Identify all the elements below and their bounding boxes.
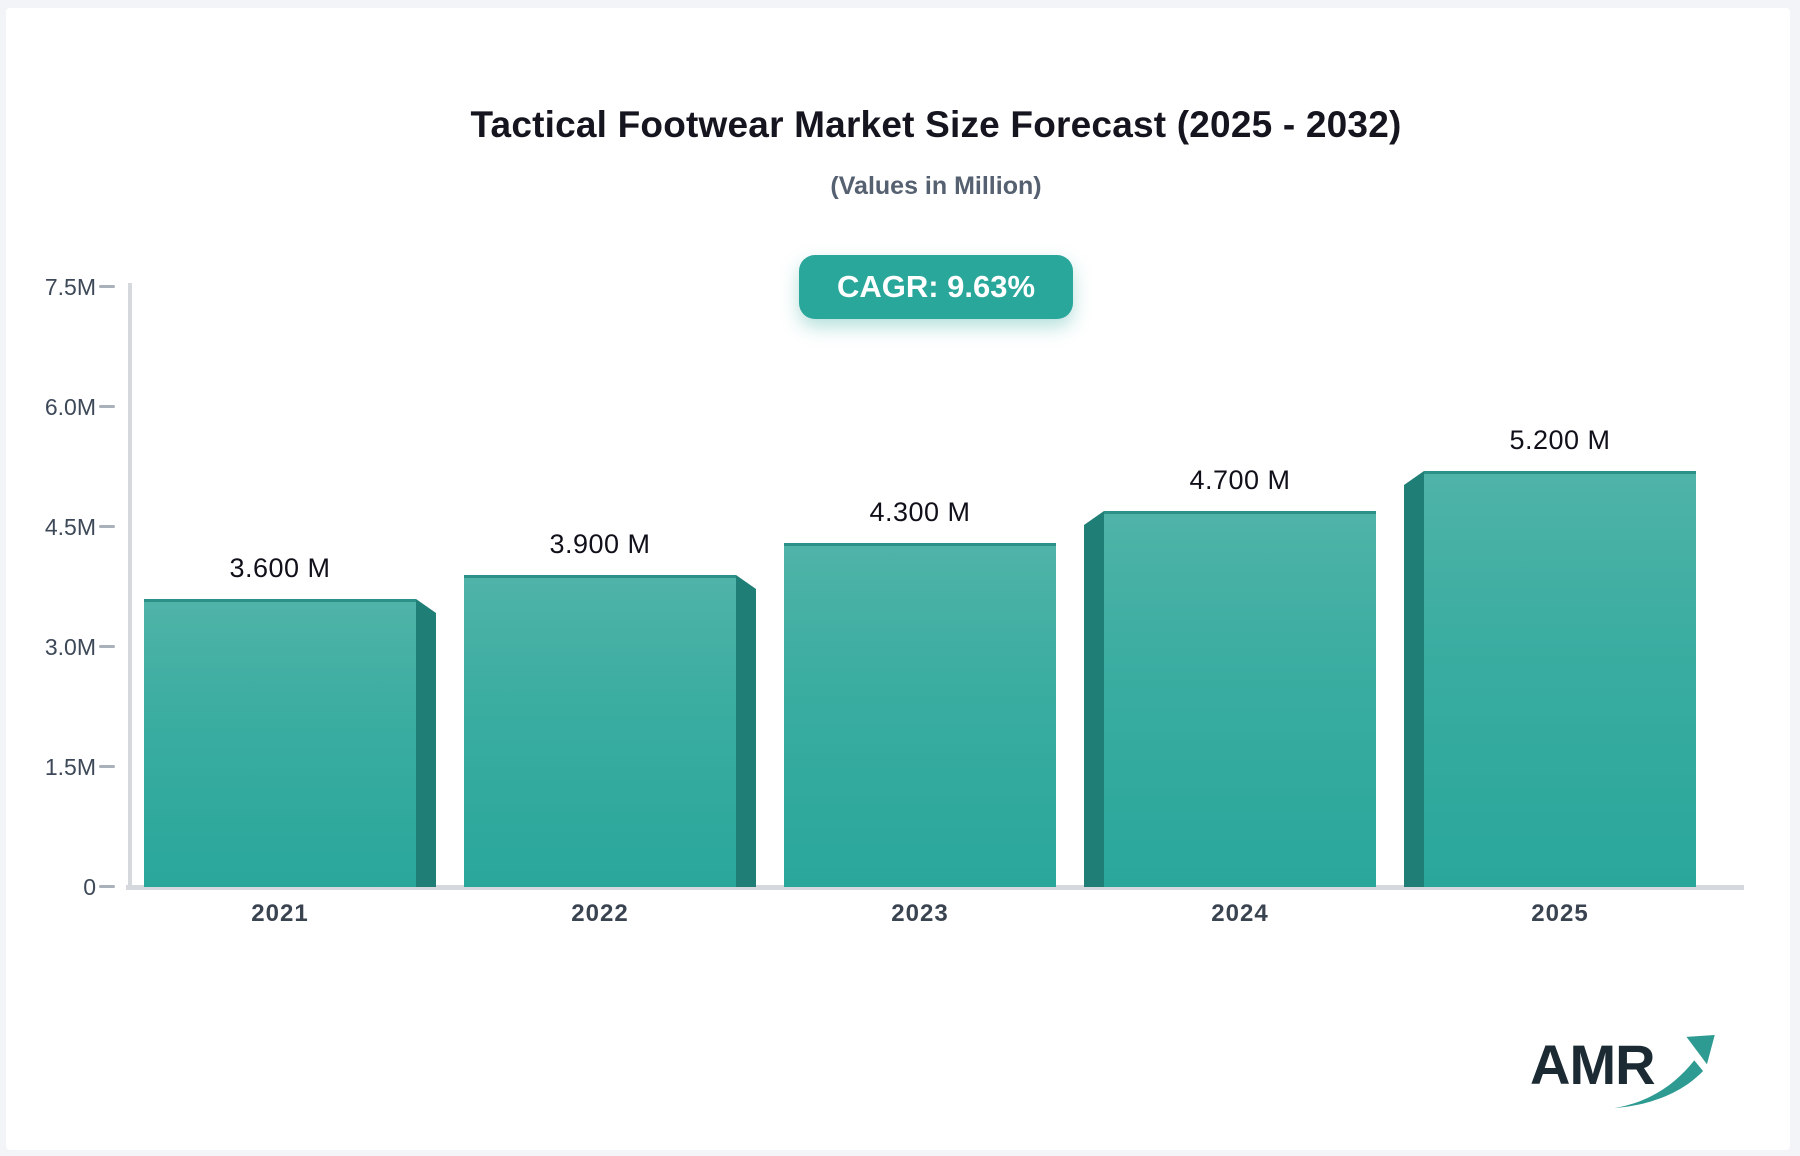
x-axis-label-2021: 2021 [251, 900, 309, 927]
y-axis-tick-label: 4.5M [44, 514, 96, 540]
y-axis-tick-label: 7.5M [44, 274, 96, 300]
x-axis-line [126, 885, 1744, 890]
bar-2021[interactable] [144, 599, 416, 887]
y-axis-tick-mark [99, 645, 115, 648]
bar-3d-side-2024 [1084, 511, 1104, 887]
x-axis-label-2023: 2023 [891, 900, 949, 927]
chart-title: Tactical Footwear Market Size Forecast (… [470, 104, 1402, 145]
y-axis-tick-label: 1.5M [44, 754, 96, 780]
bar-value-label-2025: 5.200 M [1509, 425, 1611, 455]
chart-subtitle: (Values in Million) [830, 172, 1042, 200]
y-axis-line [128, 283, 132, 889]
cagr-badge-container: CAGR: 9.63% [130, 252, 1742, 322]
bar-value-label-2022: 3.900 M [549, 529, 651, 559]
x-axis-label-2022: 2022 [571, 900, 629, 927]
amr-logo-text: AMR [1530, 1033, 1656, 1096]
y-axis-tick-mark [99, 525, 115, 528]
bar-2025[interactable] [1424, 471, 1696, 887]
bar-3d-side-2021 [416, 599, 436, 887]
bar-value-label-2024: 4.700 M [1189, 465, 1291, 495]
bar-2023[interactable] [784, 543, 1056, 887]
bar-2024[interactable] [1104, 511, 1376, 887]
y-axis-tick-mark [99, 765, 115, 768]
y-axis-tick-mark [99, 405, 115, 408]
bar-value-label-2021: 3.600 M [229, 553, 331, 583]
amr-logo: AMR [1530, 1032, 1720, 1112]
bar-3d-side-2025 [1404, 471, 1424, 887]
y-axis-tick-label: 3.0M [44, 634, 96, 660]
cagr-badge: CAGR: 9.63% [798, 255, 1074, 319]
bar-value-label-2023: 4.300 M [869, 497, 971, 527]
bar-2022[interactable] [464, 575, 736, 887]
bar-3d-side-2022 [736, 575, 756, 887]
y-axis-tick-mark [99, 885, 115, 888]
y-axis-tick-mark [99, 285, 115, 288]
y-axis-tick-label: 6.0M [44, 394, 96, 420]
x-axis-label-2024: 2024 [1211, 900, 1269, 927]
x-axis-label-2025: 2025 [1531, 900, 1589, 927]
y-axis-tick-label: 0 [83, 874, 96, 900]
growth-arrow-icon [1614, 1034, 1715, 1109]
